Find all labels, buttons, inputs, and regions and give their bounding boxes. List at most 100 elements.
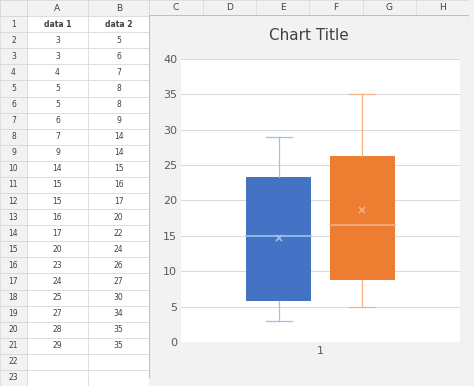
- Bar: [0, 306, 27, 322]
- Text: 15: 15: [114, 164, 124, 173]
- Text: 20: 20: [53, 245, 62, 254]
- Bar: [0, 96, 27, 113]
- Bar: [0, 16, 27, 32]
- Bar: [0, 193, 27, 209]
- Text: A: A: [55, 3, 61, 12]
- Text: data 1: data 1: [44, 20, 71, 29]
- Text: 30: 30: [114, 293, 124, 302]
- Polygon shape: [0, 0, 27, 16]
- Bar: [0, 273, 27, 290]
- Bar: [0, 80, 27, 96]
- Text: 15: 15: [53, 181, 62, 190]
- Bar: [27, 113, 88, 129]
- Bar: [88, 241, 149, 257]
- Bar: [0, 209, 27, 225]
- Text: 14: 14: [114, 148, 124, 157]
- Text: E: E: [280, 3, 285, 12]
- Bar: [0, 0, 27, 16]
- Text: 16: 16: [53, 213, 62, 222]
- Text: 25: 25: [53, 293, 62, 302]
- Bar: [88, 306, 149, 322]
- Bar: [0, 370, 27, 386]
- Bar: [88, 129, 149, 145]
- Bar: [0, 338, 27, 354]
- Text: 16: 16: [114, 181, 124, 190]
- Bar: [0, 354, 27, 370]
- Bar: [27, 322, 88, 338]
- Text: 10: 10: [9, 164, 18, 173]
- Text: 8: 8: [116, 84, 121, 93]
- Bar: [27, 96, 88, 113]
- Text: 9: 9: [116, 116, 121, 125]
- Text: D: D: [226, 3, 233, 12]
- Bar: [0, 0, 27, 16]
- Bar: [0, 257, 27, 273]
- Bar: [0, 113, 27, 129]
- Text: 28: 28: [53, 325, 62, 334]
- Text: 11: 11: [9, 181, 18, 190]
- Text: 15: 15: [9, 245, 18, 254]
- Bar: [88, 32, 149, 48]
- Text: 15: 15: [53, 196, 62, 205]
- Text: 19: 19: [9, 309, 18, 318]
- Text: 16: 16: [9, 261, 18, 270]
- Text: 24: 24: [53, 277, 62, 286]
- Bar: [88, 225, 149, 241]
- Bar: [27, 370, 88, 386]
- Text: 17: 17: [114, 196, 124, 205]
- Bar: [88, 290, 149, 306]
- Bar: [27, 64, 88, 80]
- Text: Chart Title: Chart Title: [269, 27, 349, 42]
- Text: C: C: [173, 3, 179, 12]
- Text: 6: 6: [11, 100, 16, 109]
- Bar: [27, 354, 88, 370]
- Bar: [0, 32, 27, 48]
- Text: 20: 20: [114, 213, 124, 222]
- Text: 23: 23: [53, 261, 62, 270]
- Bar: [27, 306, 88, 322]
- Text: 17: 17: [9, 277, 18, 286]
- Bar: [27, 257, 88, 273]
- Text: 13: 13: [9, 213, 18, 222]
- Bar: [27, 241, 88, 257]
- Bar: [0, 290, 27, 306]
- Text: data 2: data 2: [105, 20, 132, 29]
- Text: 22: 22: [9, 357, 18, 366]
- Bar: [88, 80, 149, 96]
- Bar: [88, 354, 149, 370]
- Text: 17: 17: [53, 229, 62, 238]
- Bar: [0, 161, 27, 177]
- Bar: [88, 161, 149, 177]
- Text: 3: 3: [11, 52, 16, 61]
- Text: 18: 18: [9, 293, 18, 302]
- Bar: [88, 209, 149, 225]
- Text: F: F: [333, 3, 338, 12]
- Bar: [0, 177, 27, 193]
- Text: 8: 8: [11, 132, 16, 141]
- Bar: [88, 193, 149, 209]
- Bar: [88, 370, 149, 386]
- Text: 1: 1: [11, 20, 16, 29]
- Bar: [27, 209, 88, 225]
- Bar: [27, 145, 88, 161]
- Bar: [88, 64, 149, 80]
- Bar: [88, 113, 149, 129]
- Text: 3: 3: [55, 52, 60, 61]
- Bar: [27, 273, 88, 290]
- Text: 5: 5: [11, 84, 16, 93]
- Bar: [27, 193, 88, 209]
- Text: 24: 24: [114, 245, 124, 254]
- Bar: [27, 177, 88, 193]
- Bar: [27, 48, 88, 64]
- Text: 5: 5: [55, 100, 60, 109]
- Bar: [88, 0, 149, 16]
- Bar: [246, 178, 311, 301]
- Text: 8: 8: [116, 100, 121, 109]
- Bar: [27, 80, 88, 96]
- Text: 3: 3: [55, 36, 60, 45]
- Bar: [27, 129, 88, 145]
- Text: 23: 23: [9, 374, 18, 383]
- Text: 4: 4: [55, 68, 60, 77]
- Bar: [88, 145, 149, 161]
- Text: 6: 6: [55, 116, 60, 125]
